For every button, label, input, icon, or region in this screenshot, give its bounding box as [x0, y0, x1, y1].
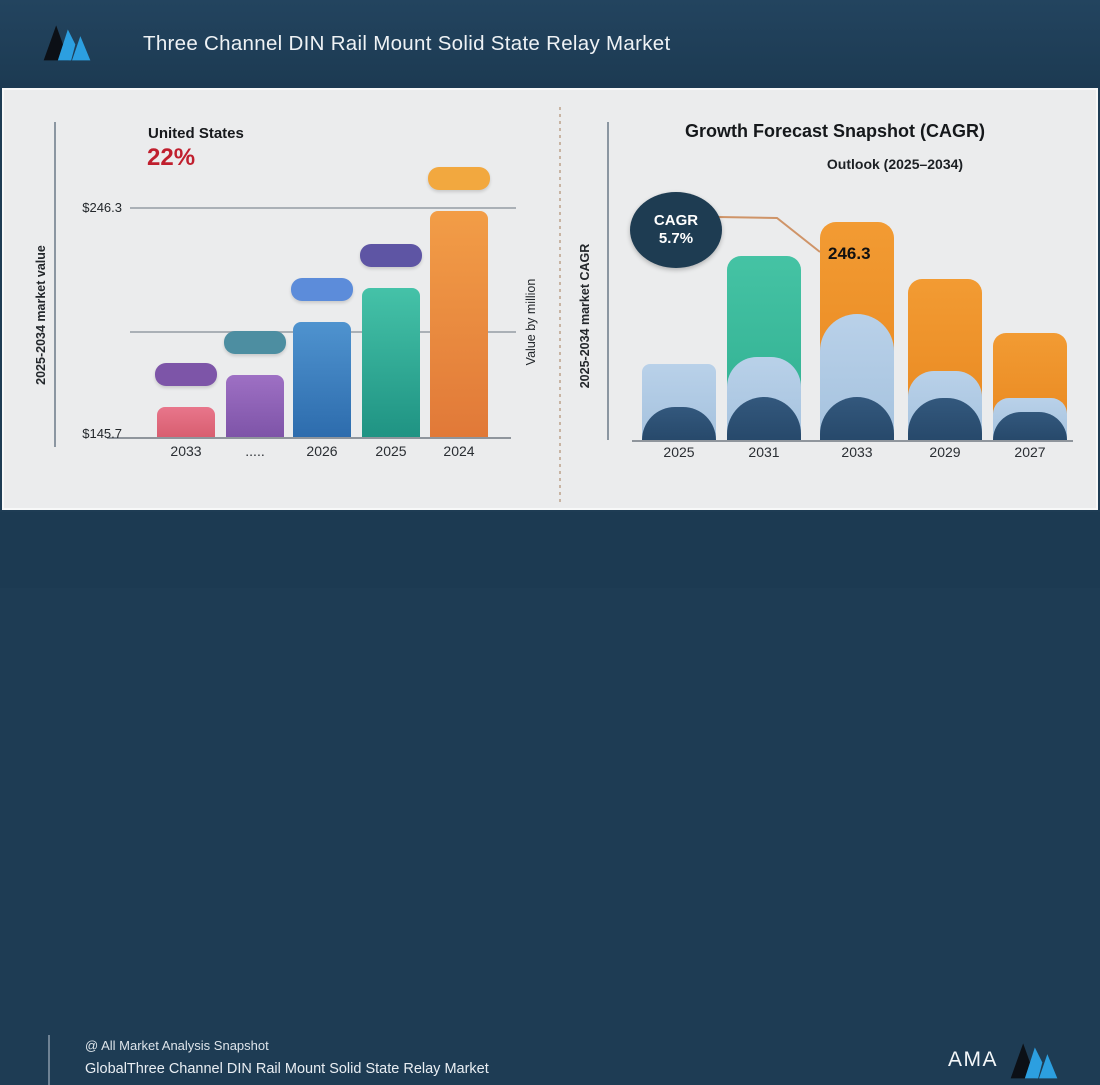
- footer-source-line: @ All Market Analysis Snapshot: [85, 1038, 269, 1053]
- left-bar-2024: [430, 211, 488, 437]
- left-bar-cap-2026: [291, 278, 353, 301]
- left-gridline-top: [130, 207, 516, 209]
- left-x-label-2026: 2026: [306, 443, 338, 459]
- left-chart-highlight-value: 22%: [147, 144, 196, 171]
- left-ytick-top: $246.3: [82, 200, 122, 215]
- left-ytick-bottom: $145.7: [82, 426, 122, 441]
- callout-line: [717, 216, 821, 253]
- ama-logo-icon: [43, 25, 91, 61]
- peak-value-annotation: 246.3: [828, 244, 871, 263]
- left-bar-cap-.....: [224, 331, 286, 354]
- left-y-axis-line: [54, 122, 56, 447]
- left-x-label-2033: 2033: [170, 443, 202, 459]
- cagr-badge: CAGR 5.7%: [630, 192, 722, 268]
- left-bar-2025: [362, 288, 420, 437]
- right-y-axis-line: [607, 122, 609, 440]
- left-x-label-2025: 2025: [375, 443, 407, 459]
- footer-brand-text: AMA: [948, 1048, 999, 1071]
- value-by-million-label: Value by million: [524, 278, 538, 366]
- right-x-label-2025: 2025: [663, 444, 695, 460]
- left-bar-.....: [226, 375, 284, 437]
- page-title: Three Channel DIN Rail Mount Solid State…: [143, 32, 671, 55]
- cagr-badge-label: CAGR: [653, 212, 699, 229]
- left-bar-2033: [157, 407, 215, 437]
- right-x-axis-line: [632, 440, 1073, 442]
- right-x-label-2033: 2033: [841, 444, 873, 460]
- right-chart-subtitle: Outlook (2025–2034): [826, 156, 964, 172]
- header-band: Three Channel DIN Rail Mount Solid State…: [0, 0, 1100, 88]
- footer-divider: [48, 1035, 50, 1085]
- panel-divider: [559, 107, 561, 503]
- left-x-axis-line: [107, 437, 511, 439]
- left-bar-2026: [293, 322, 351, 437]
- ama-logo-icon: [1010, 1043, 1058, 1079]
- right-x-label-2027: 2027: [1014, 444, 1046, 460]
- right-y-axis-label: 2025-2034 market CAGR: [578, 243, 592, 389]
- left-x-label-.....: .....: [245, 443, 265, 459]
- left-bar-cap-2025: [360, 244, 422, 267]
- right-x-label-2029: 2029: [929, 444, 961, 460]
- left-bar-cap-2033: [155, 363, 217, 386]
- left-bar-cap-2024: [428, 167, 490, 190]
- footer-band: @ All Market Analysis Snapshot GlobalThr…: [0, 512, 1100, 1085]
- right-bar-2027-segment-2: [993, 412, 1067, 440]
- right-x-label-2031: 2031: [748, 444, 780, 460]
- left-chart-title: United States: [148, 125, 244, 142]
- cagr-badge-value: 5.7%: [658, 230, 694, 247]
- left-y-axis-label: 2025-2034 market value: [34, 245, 48, 385]
- footer-market-line: GlobalThree Channel DIN Rail Mount Solid…: [85, 1061, 489, 1077]
- left-x-label-2024: 2024: [443, 443, 475, 459]
- right-chart-title: Growth Forecast Snapshot (CAGR): [684, 121, 985, 141]
